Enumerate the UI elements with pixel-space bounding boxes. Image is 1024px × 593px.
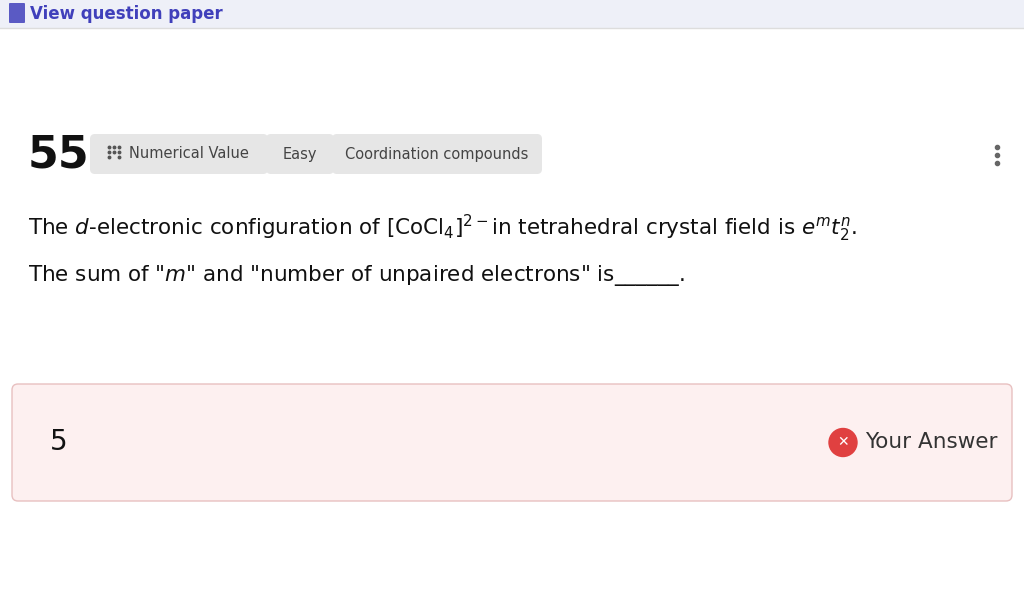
FancyBboxPatch shape — [12, 384, 1012, 501]
Text: View question paper: View question paper — [30, 5, 223, 23]
FancyBboxPatch shape — [9, 3, 25, 23]
Text: The sum of "$m$" and "number of unpaired electrons" is______.: The sum of "$m$" and "number of unpaired… — [28, 263, 685, 289]
Text: Coordination compounds: Coordination compounds — [345, 146, 528, 161]
Text: 5: 5 — [50, 429, 68, 457]
FancyBboxPatch shape — [332, 134, 542, 174]
FancyBboxPatch shape — [0, 28, 1024, 593]
FancyBboxPatch shape — [0, 0, 1024, 28]
Circle shape — [829, 429, 857, 457]
Text: Numerical Value: Numerical Value — [129, 146, 249, 161]
Text: Your Answer: Your Answer — [865, 432, 997, 452]
FancyBboxPatch shape — [90, 134, 268, 174]
Text: Easy: Easy — [283, 146, 317, 161]
FancyBboxPatch shape — [266, 134, 334, 174]
Text: The $d$-electronic configuration of $\left[\mathrm{CoCl}_4\right]^{2-}$in tetrah: The $d$-electronic configuration of $\le… — [28, 212, 857, 244]
Text: ✕: ✕ — [838, 435, 849, 449]
Text: 55: 55 — [28, 133, 90, 177]
